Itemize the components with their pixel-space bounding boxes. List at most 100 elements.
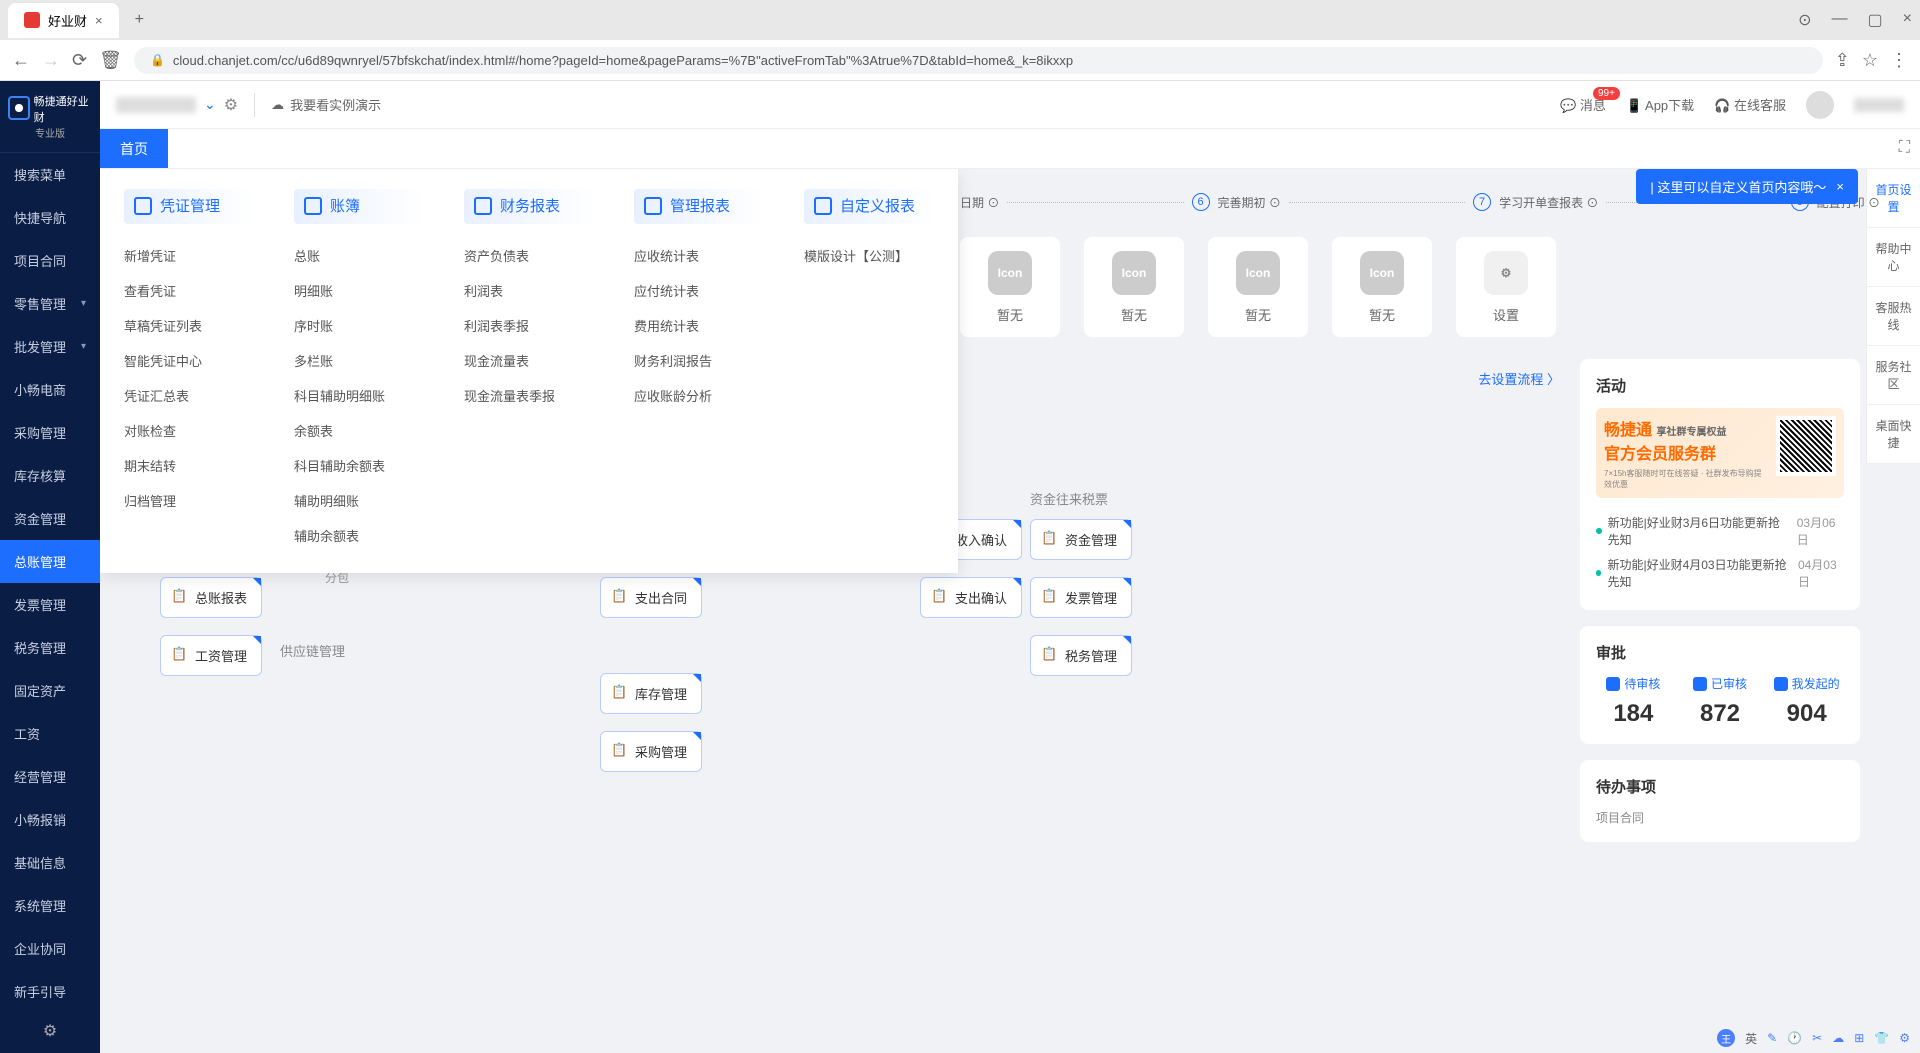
sidebar-item[interactable]: 发票管理: [0, 583, 100, 626]
sidebar-item[interactable]: 总账管理: [0, 540, 100, 583]
menu-item[interactable]: 财务利润报告: [634, 343, 764, 378]
menu-item[interactable]: 多栏账: [294, 343, 424, 378]
tool-icon[interactable]: ☁: [1832, 1031, 1844, 1045]
empty-card[interactable]: Icon暂无: [960, 237, 1060, 337]
flow-node[interactable]: 总账报表: [160, 577, 262, 618]
menu-item[interactable]: 期末结转: [124, 448, 254, 483]
stat-box[interactable]: 已审核872: [1683, 675, 1758, 728]
gear-icon[interactable]: ⚙: [224, 95, 238, 115]
sidebar-item[interactable]: 项目合同: [0, 239, 100, 282]
ime-icon[interactable]: 王: [1717, 1029, 1735, 1047]
reload-icon[interactable]: ⟳: [72, 50, 87, 71]
step-label[interactable]: 学习开单查报表 ⊙: [1499, 194, 1598, 211]
menu-item[interactable]: 科目辅助余额表: [294, 448, 424, 483]
fullscreen-icon[interactable]: ⛶: [1889, 129, 1920, 168]
close-window-icon[interactable]: ×: [1903, 10, 1912, 30]
menu-item[interactable]: 新增凭证: [124, 238, 254, 273]
minimize-icon[interactable]: —: [1832, 10, 1848, 30]
url-input[interactable]: 🔒 cloud.chanjet.com/cc/u6d89qwnryel/57bf…: [134, 47, 1823, 74]
flow-node[interactable]: 工资管理: [160, 635, 262, 676]
empty-card[interactable]: Icon暂无: [1208, 237, 1308, 337]
sidebar-item[interactable]: 新手引导: [0, 970, 100, 1009]
flow-node[interactable]: 支出确认: [920, 577, 1022, 618]
right-tab[interactable]: 帮助中心: [1867, 228, 1920, 287]
settings-card[interactable]: ⚙设置: [1456, 237, 1556, 337]
back-icon[interactable]: ←: [12, 50, 30, 71]
lang-indicator[interactable]: 英: [1745, 1030, 1757, 1047]
menu-item[interactable]: 辅助明细账: [294, 483, 424, 518]
menu-item[interactable]: 应收统计表: [634, 238, 764, 273]
flow-node[interactable]: 库存管理: [600, 673, 702, 714]
menu-item[interactable]: 辅助余额表: [294, 518, 424, 553]
service-link[interactable]: 🎧 在线客服: [1714, 95, 1786, 114]
stat-box[interactable]: 我发起的904: [1769, 675, 1844, 728]
new-tab-button[interactable]: +: [127, 7, 152, 33]
menu-item[interactable]: 资产负债表: [464, 238, 594, 273]
sidebar-item[interactable]: 零售管理▾: [0, 282, 100, 325]
menu-item[interactable]: 明细账: [294, 273, 424, 308]
menu-item[interactable]: 草稿凭证列表: [124, 308, 254, 343]
tab-close-icon[interactable]: ×: [95, 13, 103, 28]
menu-item[interactable]: 查看凭证: [124, 273, 254, 308]
menu-item[interactable]: 智能凭证中心: [124, 343, 254, 378]
menu-item[interactable]: 序时账: [294, 308, 424, 343]
stat-box[interactable]: 待审核184: [1596, 675, 1671, 728]
flow-node[interactable]: 支出合同: [600, 577, 702, 618]
sidebar-item[interactable]: 系统管理: [0, 884, 100, 927]
tool-icon[interactable]: 👕: [1874, 1031, 1889, 1045]
sidebar-item[interactable]: 搜索菜单: [0, 153, 100, 196]
sidebar-item[interactable]: 快捷导航: [0, 196, 100, 239]
menu-item[interactable]: 凭证汇总表: [124, 378, 254, 413]
avatar[interactable]: [1806, 91, 1834, 119]
tool-icon[interactable]: ⊞: [1854, 1031, 1864, 1045]
sidebar-item[interactable]: 资金管理: [0, 497, 100, 540]
menu-item[interactable]: 利润表: [464, 273, 594, 308]
page-tab-home[interactable]: 首页: [100, 129, 168, 168]
browser-tab[interactable]: 好业财 ×: [8, 3, 119, 38]
menu-item[interactable]: 对账检查: [124, 413, 254, 448]
flow-node[interactable]: 税务管理: [1030, 635, 1132, 676]
menu-item[interactable]: 模版设计【公测】: [804, 238, 934, 273]
company-selector[interactable]: ⌄: [116, 96, 216, 113]
tool-icon[interactable]: 🕐: [1787, 1031, 1802, 1045]
promo-banner[interactable]: 畅捷通 享社群专属权益 官方会员服务群 7×15h客服随时可在线答疑 · 社群发…: [1596, 408, 1844, 498]
download-link[interactable]: 📱 App下载: [1626, 95, 1694, 114]
tooltip-close-icon[interactable]: ×: [1836, 179, 1844, 194]
sidebar-item[interactable]: 企业协同: [0, 927, 100, 970]
sidebar-item[interactable]: 经营管理: [0, 755, 100, 798]
sidebar-item[interactable]: 小畅报销: [0, 798, 100, 841]
sidebar-item[interactable]: 基础信息: [0, 841, 100, 884]
delete-icon[interactable]: 🗑: [99, 50, 122, 71]
demo-link[interactable]: ☁ 我要看实例演示: [271, 95, 381, 114]
sidebar-item[interactable]: 固定资产: [0, 669, 100, 712]
menu-item[interactable]: 应收账龄分析: [634, 378, 764, 413]
flow-node[interactable]: 发票管理: [1030, 577, 1132, 618]
sidebar-item[interactable]: 批发管理▾: [0, 325, 100, 368]
tool-icon[interactable]: ✂: [1812, 1031, 1822, 1045]
sidebar-item[interactable]: 采购管理: [0, 411, 100, 454]
menu-item[interactable]: 科目辅助明细账: [294, 378, 424, 413]
messages-link[interactable]: 💬 消息 99+: [1560, 95, 1606, 114]
tool-icon[interactable]: ✎: [1767, 1031, 1777, 1045]
menu-item[interactable]: 现金流量表: [464, 343, 594, 378]
menu-item[interactable]: 总账: [294, 238, 424, 273]
right-tab[interactable]: 服务社区: [1867, 346, 1920, 405]
sidebar-settings-icon[interactable]: ⚙: [0, 1009, 100, 1053]
setup-flow-link[interactable]: 去设置流程 〉: [1478, 369, 1560, 388]
sidebar-item[interactable]: 库存核算: [0, 454, 100, 497]
menu-item[interactable]: 利润表季报: [464, 308, 594, 343]
star-icon[interactable]: ☆: [1862, 50, 1878, 71]
flow-node[interactable]: 资金管理: [1030, 519, 1132, 560]
settings-menu-icon[interactable]: ⊙: [1798, 10, 1811, 30]
share-icon[interactable]: ⇪: [1835, 50, 1850, 71]
right-tab[interactable]: 桌面快捷: [1867, 405, 1920, 464]
menu-icon[interactable]: ⋮: [1890, 50, 1908, 71]
sidebar-item[interactable]: 税务管理: [0, 626, 100, 669]
menu-item[interactable]: 余额表: [294, 413, 424, 448]
news-item[interactable]: 新功能|好业财4月03日功能更新抢先知04月03日: [1596, 552, 1844, 594]
news-item[interactable]: 新功能|好业财3月6日功能更新抢先知03月06日: [1596, 510, 1844, 552]
step-label[interactable]: 日期 ⊙: [960, 194, 999, 211]
menu-item[interactable]: 归档管理: [124, 483, 254, 518]
forward-icon[interactable]: →: [42, 50, 60, 71]
step-label[interactable]: 完善期初 ⊙: [1218, 194, 1281, 211]
